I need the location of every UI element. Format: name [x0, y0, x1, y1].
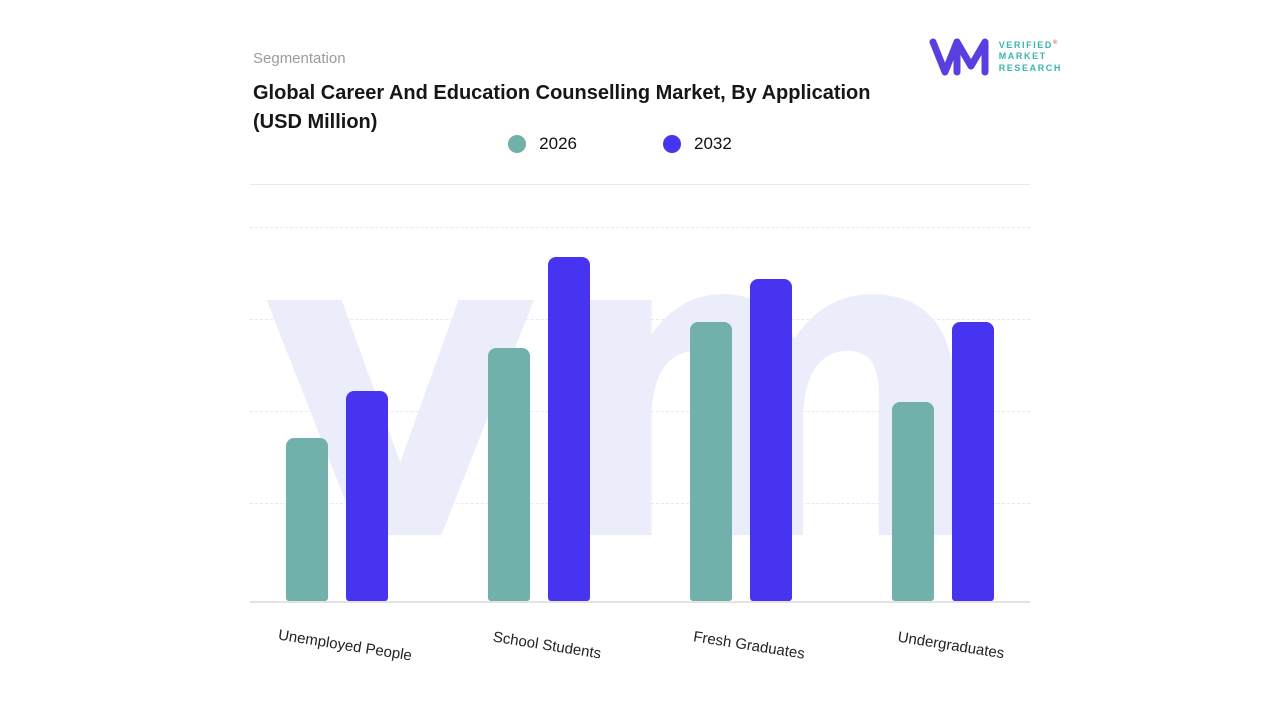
- bar-group-undergraduates: [892, 322, 994, 601]
- legend-label-2032: 2032: [694, 134, 732, 153]
- x-label-unemployed-people: Unemployed People: [276, 626, 414, 665]
- bar-2032-undergraduates: [952, 322, 994, 601]
- section-label: Segmentation: [253, 50, 346, 67]
- chart-title-line1: Global Career And Education Counselling …: [253, 82, 871, 104]
- bar-2032-school-students: [548, 257, 590, 601]
- bar-2032-unemployed-people: [346, 391, 388, 601]
- chart-title: Global Career And Education Counselling …: [253, 79, 953, 137]
- bar-group-fresh-graduates: [690, 279, 792, 601]
- x-label-undergraduates: Undergraduates: [896, 628, 1006, 663]
- gridline: [250, 503, 1030, 504]
- bar-group-unemployed-people: [286, 391, 388, 601]
- bar-2026-undergraduates: [892, 402, 934, 601]
- legend-label-2026: 2026: [539, 134, 577, 153]
- x-label-school-students: School Students: [491, 628, 603, 663]
- legend-dot-2026: [508, 135, 527, 153]
- vmr-logo: VERIFIED® MARKET RESEARCH: [929, 36, 1062, 78]
- legend-item-2026: 2026: [508, 134, 577, 154]
- header-divider: [250, 184, 1030, 185]
- legend-dot-2032: [663, 135, 681, 153]
- bar-2026-unemployed-people: [286, 438, 328, 601]
- logo-line-verified: VERIFIED: [998, 40, 1053, 51]
- logo-line-research: RESEARCH: [998, 62, 1062, 73]
- gridline: [250, 319, 1030, 320]
- x-axis-labels: Unemployed People School Students Fresh Gr…: [250, 603, 1030, 703]
- registered-mark: ®: [1053, 40, 1058, 47]
- x-label-fresh-graduates: Fresh Graduates: [692, 628, 806, 663]
- gridline: [250, 411, 1030, 412]
- bar-group-school-students: [488, 257, 590, 601]
- bar-2026-school-students: [488, 348, 530, 601]
- bar-2026-fresh-graduates: [690, 322, 732, 601]
- vmr-logo-text: VERIFIED® MARKET RESEARCH: [999, 40, 1062, 74]
- bar-2032-fresh-graduates: [750, 279, 792, 601]
- vmr-logo-mark: [929, 38, 989, 76]
- legend-item-2032: 2032: [663, 134, 732, 154]
- plot-area: vm: [250, 205, 1030, 605]
- logo-line-market: MARKET: [998, 51, 1047, 62]
- chart-title-line2: (USD Million): [253, 111, 378, 133]
- legend: 2026 2032: [250, 134, 990, 154]
- gridline: [250, 227, 1030, 228]
